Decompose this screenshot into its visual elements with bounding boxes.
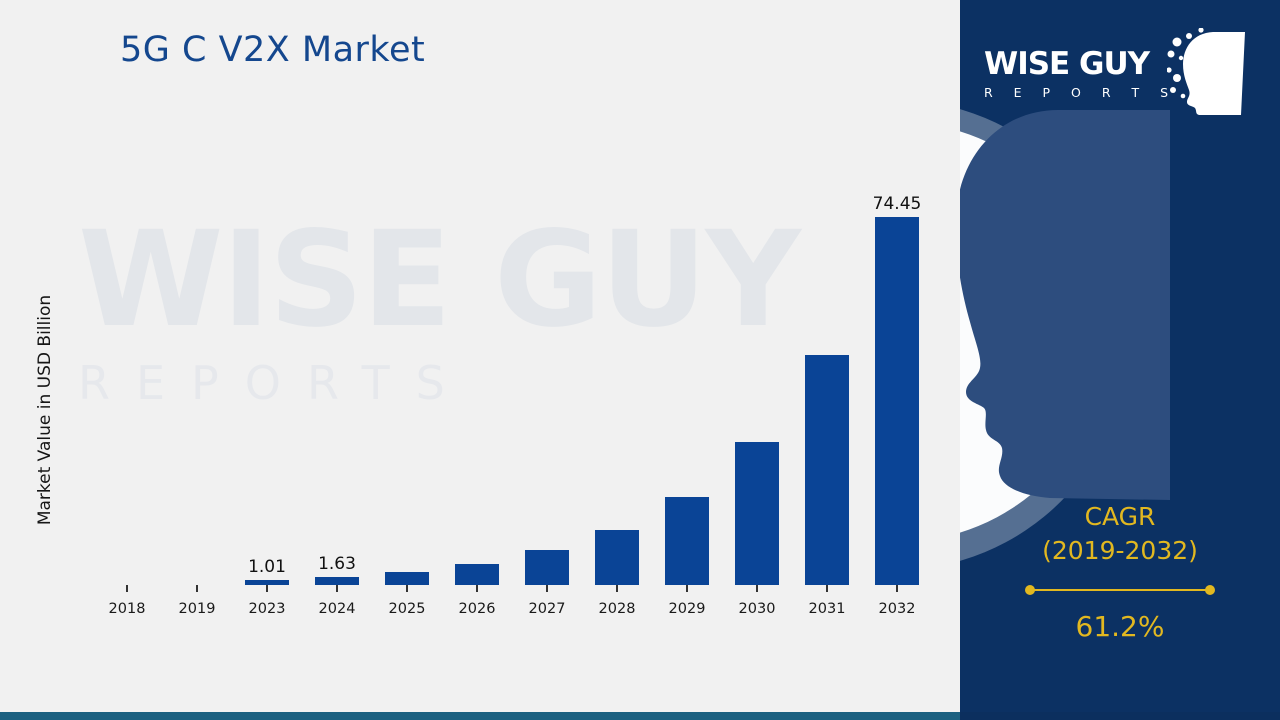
bar-group: 2028 (582, 150, 652, 617)
x-axis-tick-label: 2019 (178, 601, 216, 617)
y-axis-label: Market Value in USD Billion (35, 294, 55, 526)
x-axis-tick (546, 585, 548, 592)
cagr-value: 61.2% (1075, 609, 1165, 643)
bottom-accent-strip-right (960, 712, 1280, 720)
x-axis-tick (266, 585, 268, 592)
x-axis-tick (336, 585, 338, 592)
bar[interactable] (595, 530, 639, 585)
x-axis-tick (686, 585, 688, 592)
bar-group: 2018 (92, 150, 162, 617)
cagr-divider (1025, 584, 1215, 595)
bar-group: 2029 (652, 150, 722, 617)
bar[interactable] (525, 549, 569, 585)
logo-head-profile-icon (1167, 28, 1245, 115)
x-axis-tick-label: 2032 (878, 601, 916, 617)
bar[interactable] (315, 576, 359, 585)
bar[interactable] (875, 217, 919, 585)
bar-group: 74.45 2032 (862, 150, 932, 617)
bar[interactable] (665, 497, 709, 585)
cagr-block: CAGR (2019-2032) 61.2% (960, 500, 1280, 643)
logo-main-text: WISE GUY (984, 46, 1150, 82)
x-axis-tick (896, 585, 898, 592)
bar-group: 2027 (512, 150, 582, 617)
bar-series: 2018 2019 1.01 2023 1.63 2024 2025 2026 2027 2028… (72, 150, 942, 617)
page-title: 5G C V2X Market (120, 30, 426, 70)
x-axis-tick-label: 2023 (248, 601, 286, 617)
x-axis-tick-label: 2018 (108, 601, 146, 617)
x-axis-tick-label: 2029 (668, 601, 706, 617)
bar[interactable] (455, 564, 499, 585)
brand-logo: WISE GUY R E P O R T S (978, 24, 1268, 120)
side-panel: WISE GUY R E P O R T S CAGR (2019-2032) (960, 0, 1280, 712)
bar[interactable] (245, 580, 289, 585)
cagr-label: CAGR (1084, 502, 1156, 531)
bar-value-label: 1.63 (318, 553, 356, 574)
x-axis-tick (406, 585, 408, 592)
x-axis-tick-label: 2024 (318, 601, 356, 617)
logo-sub-text: R E P O R T S (984, 85, 1177, 100)
divider-line (1030, 589, 1210, 591)
bar-value-label: 74.45 (872, 194, 922, 214)
bar-group: 2030 (722, 150, 792, 617)
x-axis-tick (616, 585, 618, 592)
divider-dot-right (1205, 584, 1215, 595)
bar[interactable] (805, 355, 849, 585)
cagr-period: (2019-2032) (1042, 535, 1198, 565)
x-axis-tick (126, 585, 128, 592)
x-axis-tick (756, 585, 758, 592)
x-axis-tick-label: 2028 (598, 601, 636, 617)
bar-group: 1.63 2024 (302, 150, 372, 617)
chart-panel: WISE GUY REPORTS 5G C V2X Market Market … (35, 30, 942, 617)
x-axis-tick-label: 2030 (738, 601, 776, 617)
logo-wordmark: WISE GUY R E P O R T S (984, 46, 1177, 100)
bar-group: 2025 (372, 150, 442, 617)
x-axis-tick (826, 585, 828, 592)
bottom-accent-strip (0, 712, 1280, 720)
x-axis-tick-label: 2025 (388, 601, 426, 617)
x-axis-tick-label: 2031 (808, 601, 846, 617)
head-profile-silhouette-icon (960, 110, 1170, 500)
x-axis-tick-label: 2027 (528, 601, 566, 617)
bar[interactable] (385, 572, 429, 585)
bar-group: 2031 (792, 150, 862, 617)
plot-area: 2018 2019 1.01 2023 1.63 2024 2025 2026 2027 2028… (72, 150, 942, 617)
bar[interactable] (735, 442, 779, 585)
bar-group: 2019 (162, 150, 232, 617)
x-axis-tick (196, 585, 198, 592)
x-axis-tick (476, 585, 478, 592)
x-axis-tick-label: 2026 (458, 601, 496, 617)
bar-value-label: 1.01 (248, 557, 286, 578)
bar-group: 2026 (442, 150, 512, 617)
bar-group: 1.01 2023 (232, 150, 302, 617)
